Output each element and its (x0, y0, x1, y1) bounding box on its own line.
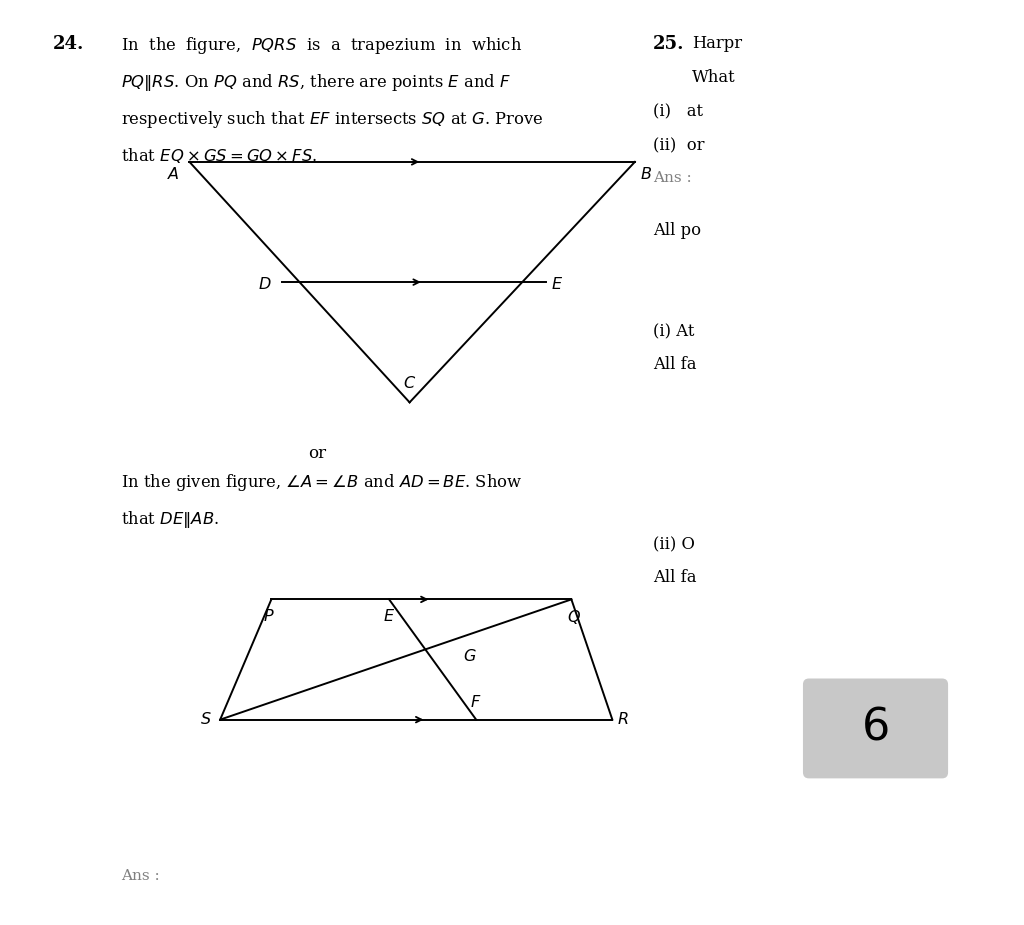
Text: $C$: $C$ (403, 376, 416, 392)
Text: $A$: $A$ (167, 166, 179, 183)
Text: Ans :: Ans : (121, 870, 160, 883)
Text: $S$: $S$ (200, 711, 211, 728)
Text: (i)   at: (i) at (653, 104, 703, 120)
Text: All fa: All fa (653, 356, 696, 373)
Text: Ans :: Ans : (653, 171, 692, 185)
Text: $G$: $G$ (463, 648, 477, 665)
Text: $E$: $E$ (551, 276, 563, 292)
Text: $F$: $F$ (470, 694, 482, 710)
Text: What: What (692, 69, 736, 86)
Text: $P$: $P$ (263, 609, 274, 625)
Text: $PQ\| RS$. On $PQ$ and $RS$, there are points $E$ and $F$: $PQ\| RS$. On $PQ$ and $RS$, there are p… (121, 72, 511, 93)
Text: that $EQ \times GS = GQ \times FS$.: that $EQ \times GS = GQ \times FS$. (121, 146, 317, 166)
Text: All po: All po (653, 222, 701, 239)
FancyBboxPatch shape (803, 679, 948, 778)
Text: All fa: All fa (653, 569, 696, 586)
Text: $E$: $E$ (383, 609, 395, 625)
Text: $D$: $D$ (258, 276, 271, 292)
Text: 6: 6 (861, 707, 890, 750)
Text: 24.: 24. (53, 35, 85, 53)
Text: In  the  figure,  $PQRS$  is  a  trapezium  in  which: In the figure, $PQRS$ is a trapezium in … (121, 35, 522, 56)
Text: (i) At: (i) At (653, 324, 694, 340)
Text: or: or (308, 445, 327, 462)
Text: In the given figure, $\angle A = \angle B$ and $AD = BE$. Show: In the given figure, $\angle A = \angle … (121, 472, 522, 493)
Text: Harpr: Harpr (692, 35, 742, 52)
Text: $B$: $B$ (640, 166, 652, 183)
Text: that $DE\| AB$.: that $DE\| AB$. (121, 509, 219, 530)
Text: $Q$: $Q$ (567, 609, 581, 626)
Text: (ii)  or: (ii) or (653, 137, 705, 154)
Text: (ii) O: (ii) O (653, 536, 695, 553)
Text: 25.: 25. (653, 35, 685, 53)
Text: $R$: $R$ (616, 711, 629, 728)
Text: respectively such that $EF$ intersects $SQ$ at $G$. Prove: respectively such that $EF$ intersects $… (121, 109, 544, 130)
